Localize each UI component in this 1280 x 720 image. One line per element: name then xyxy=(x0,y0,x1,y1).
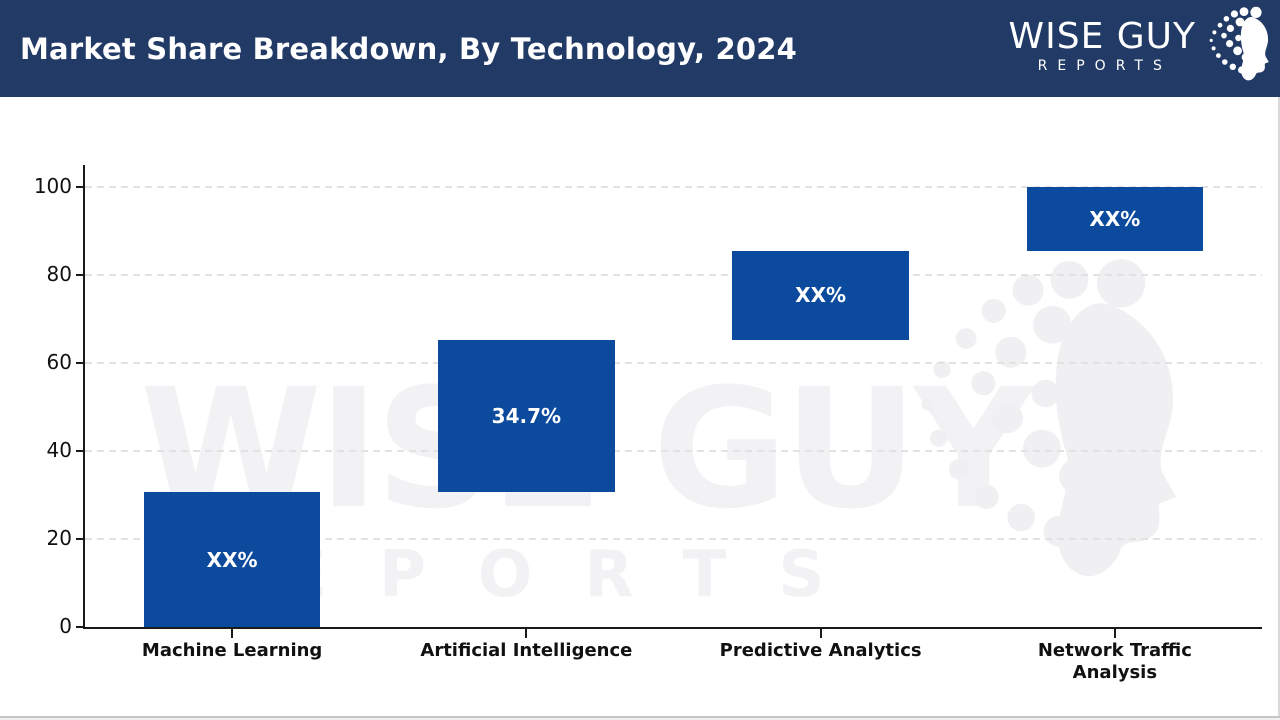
y-tick-mark xyxy=(76,626,85,628)
x-category-label: Artificial Intelligence xyxy=(420,640,633,661)
y-tick-mark xyxy=(76,362,85,364)
logo-text: WISE GUY REPORTS xyxy=(1009,18,1197,74)
y-tick-label: 40 xyxy=(46,438,72,462)
wise-guy-logo: WISE GUY REPORTS xyxy=(1009,4,1273,88)
x-tick-mark xyxy=(819,629,822,638)
y-tick-mark xyxy=(76,450,85,452)
logo-subtext: REPORTS xyxy=(1037,57,1172,74)
y-tick-label: 60 xyxy=(46,350,72,374)
x-category-label: Network Traffic Analysis xyxy=(1037,640,1192,683)
bar-segment: XX% xyxy=(732,250,909,340)
y-axis-spine xyxy=(83,165,85,629)
x-category-label: Machine Learning xyxy=(141,640,323,661)
y-tick-mark xyxy=(76,274,85,276)
header: Market Share Breakdown, By Technology, 2… xyxy=(0,0,1280,97)
bar-value-label: 34.7% xyxy=(491,404,562,428)
bar-value-label: XX% xyxy=(206,547,258,572)
y-tick-mark xyxy=(76,538,85,540)
y-tick-label: 80 xyxy=(46,262,72,286)
bottom-divider xyxy=(0,716,1280,720)
watermark-face-icon xyxy=(921,259,1177,577)
bar-value-label: XX% xyxy=(1089,206,1141,231)
bar-segment: 34.7% xyxy=(438,339,615,493)
x-tick-mark xyxy=(231,629,234,638)
y-tick-label: 20 xyxy=(46,526,72,550)
y-tick-label: 0 xyxy=(59,614,72,638)
x-tick-mark xyxy=(1113,629,1116,638)
gridline xyxy=(85,186,1262,188)
x-tick-mark xyxy=(525,629,528,638)
logo-face-icon xyxy=(1209,6,1269,81)
logo-wordmark: WISE GUY xyxy=(1008,16,1196,58)
y-tick-mark xyxy=(76,186,85,188)
x-category-label: Predictive Analytics xyxy=(719,640,922,661)
gridline xyxy=(85,362,1262,364)
bar-segment: XX% xyxy=(1026,187,1204,251)
gridline xyxy=(85,274,1262,276)
gridline xyxy=(85,538,1262,540)
bar-segment: XX% xyxy=(143,492,321,627)
x-axis-spine xyxy=(83,627,1262,629)
gridline xyxy=(85,450,1262,452)
bar-value-label: XX% xyxy=(795,283,847,308)
y-tick-label: 100 xyxy=(33,174,72,198)
page-title: Market Share Breakdown, By Technology, 2… xyxy=(20,31,798,66)
